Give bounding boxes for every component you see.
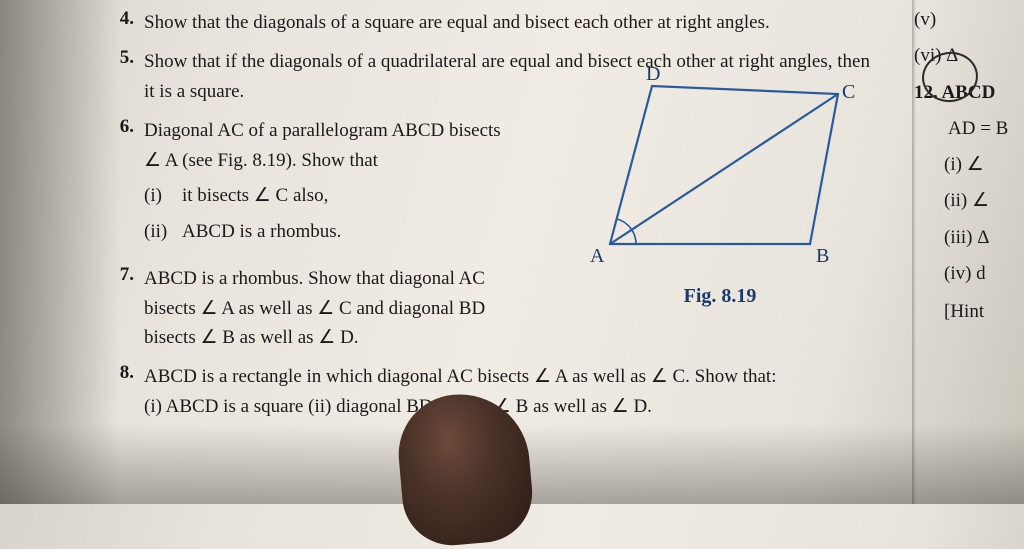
right-page-content: (v) (vi) Δ 12. ABCD AD = B (i) ∠ (ii) ∠ … xyxy=(914,0,1024,333)
right-item-i: (i) ∠ xyxy=(914,149,1024,181)
vertex-label-c: C xyxy=(842,81,855,103)
q8-num: 8. xyxy=(100,362,144,421)
q8-line1: ABCD is a rectangle in which diagonal AC… xyxy=(144,362,880,391)
parallelogram-svg: A B C D xyxy=(580,64,860,274)
vertex-label-a: A xyxy=(590,245,605,267)
right-item-v: (v) xyxy=(914,4,1024,36)
figure-8-19: A B C D Fig. 8.19 xyxy=(580,64,860,308)
right-hint: [Hint xyxy=(914,296,1024,328)
question-4: 4. Show that the diagonals of a square a… xyxy=(100,8,880,37)
vertex-label-d: D xyxy=(646,64,660,85)
vertex-label-b: B xyxy=(816,245,829,267)
q4-text: Show that the diagonals of a square are … xyxy=(144,8,880,37)
q6-sub-i-num: (i) xyxy=(144,181,182,210)
right-item-iv: (iv) d xyxy=(914,258,1024,290)
q4-num: 4. xyxy=(100,8,144,37)
angle-arc xyxy=(617,219,636,244)
right-item-iii: (iii) Δ xyxy=(914,222,1024,254)
right-item-ii: (ii) ∠ xyxy=(914,185,1024,217)
q8-text: ABCD is a rectangle in which diagonal AC… xyxy=(144,362,880,421)
q5-num: 5. xyxy=(100,47,144,106)
q6-sub-ii-num: (ii) xyxy=(144,217,182,246)
q8-line2: (i) ABCD is a square (ii) diagonal BD bi… xyxy=(144,392,880,421)
q7-line3: bisects ∠ B as well as ∠ D. xyxy=(144,323,880,352)
q6-num: 6. xyxy=(100,116,144,246)
q7-num: 7. xyxy=(100,264,144,352)
right-q12-l2: AD = B xyxy=(914,113,1024,145)
figure-caption: Fig. 8.19 xyxy=(580,285,860,308)
